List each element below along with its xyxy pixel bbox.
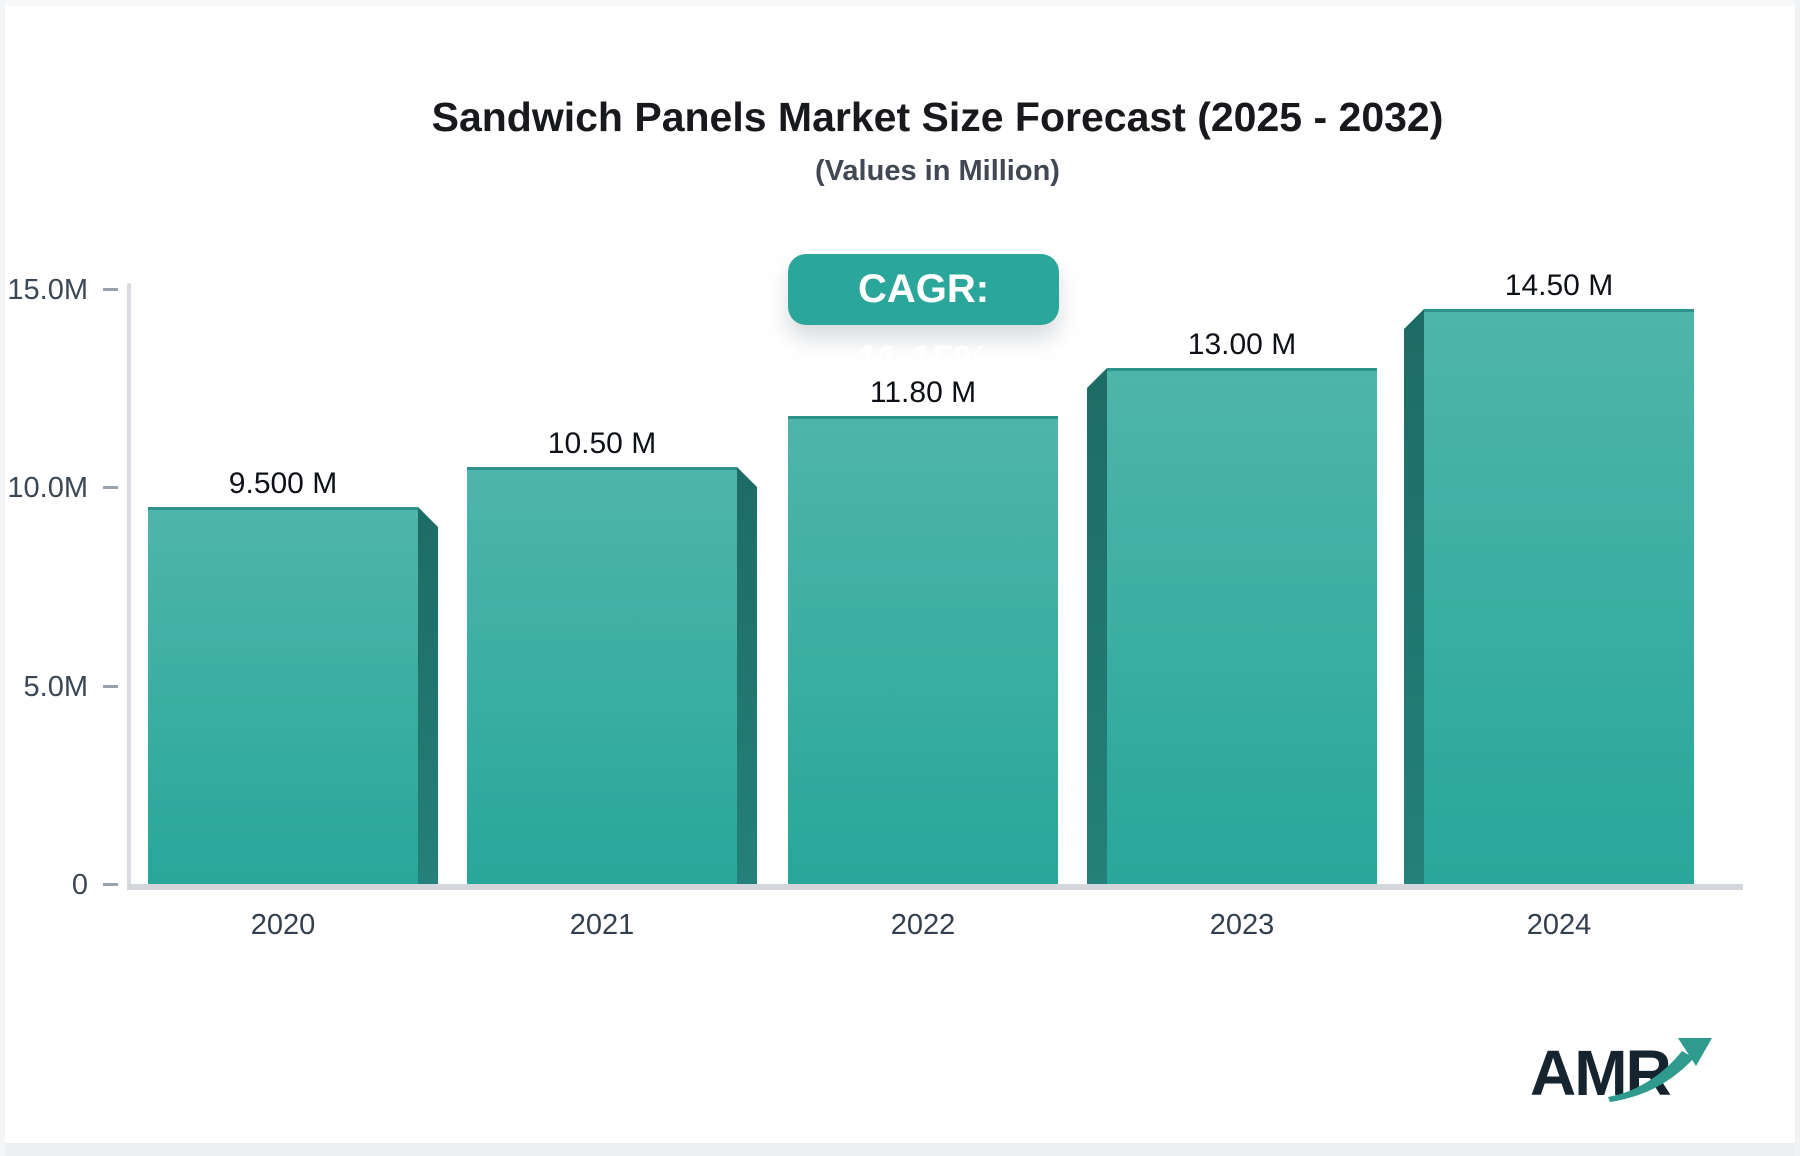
y-tick-dash	[103, 486, 118, 490]
bar-2021-side-face	[737, 467, 757, 884]
bar-value-label: 10.50 M	[547, 427, 657, 460]
bar-value-label: 11.80 M	[869, 376, 977, 409]
y-tick-dash	[103, 883, 118, 886]
bar-2020-side-face	[418, 507, 438, 884]
bar-2022	[788, 416, 1058, 884]
x-axis-label: 2023	[1209, 909, 1275, 941]
y-tick-dash	[103, 288, 118, 291]
bar-2024-side-face	[1404, 309, 1424, 884]
y-tick-label: 5.0M	[23, 670, 88, 703]
y-tick-dash	[103, 684, 118, 688]
chart-title: Sandwich Panels Market Size Forecast (20…	[431, 94, 1444, 140]
page-edge-top	[0, 0, 1800, 6]
x-axis-baseline	[127, 884, 1743, 890]
y-tick-label: 0	[71, 869, 88, 901]
page-edge-bottom	[0, 1143, 1800, 1156]
bar-2024	[1424, 309, 1694, 884]
y-axis-line	[127, 283, 131, 889]
x-axis-label: 2024	[1526, 909, 1592, 941]
chart-subtitle: (Values in Million)	[815, 155, 1060, 187]
bar-2021	[467, 467, 737, 884]
page-edge-left	[0, 0, 5, 1156]
cagr-badge: CAGR: 11.15%	[788, 254, 1059, 382]
y-tick-label: 15.0M	[7, 274, 88, 306]
bar-2020	[148, 507, 418, 884]
brand-logo-text: AMR	[1530, 1037, 1672, 1109]
bar-value-label: 14.50 M	[1504, 269, 1614, 302]
x-axis-label: 2021	[569, 909, 635, 941]
y-tick-label: 10.0M	[7, 472, 88, 505]
bar-value-label: 13.00 M	[1187, 328, 1297, 361]
page-edge-right	[1795, 0, 1800, 1156]
bar-value-label: 9.500 M	[228, 467, 338, 500]
bar-2023-side-face	[1087, 368, 1107, 884]
x-axis-label: 2020	[250, 909, 316, 941]
brand-logo: AMR	[1524, 1028, 1720, 1112]
growth-arrow-icon	[1608, 1038, 1712, 1102]
bar-2023	[1107, 368, 1377, 884]
x-axis-label: 2022	[890, 909, 956, 941]
